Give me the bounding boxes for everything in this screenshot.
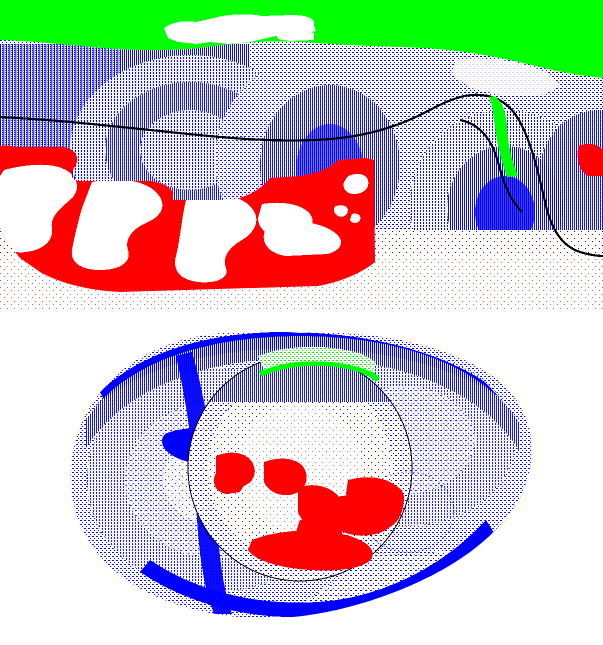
red-sliver-right — [577, 143, 603, 176]
white-cloud-tail — [276, 30, 314, 41]
black-contour-branch — [459, 118, 523, 213]
white-cloud-island — [164, 14, 316, 44]
green-rim-arc — [258, 346, 381, 383]
upper-panel — [0, 0, 603, 318]
red-dot-left-edge — [0, 145, 24, 160]
black-contour-curve — [0, 93, 603, 258]
red-basin-voids — [0, 164, 369, 283]
green-stripe-right — [489, 96, 518, 177]
white-field-gap — [452, 58, 560, 96]
vortex-far-right — [538, 110, 603, 250]
panel-separator — [0, 310, 603, 328]
small-ghost-circle — [361, 471, 455, 553]
red-continent-patch — [213, 452, 404, 571]
